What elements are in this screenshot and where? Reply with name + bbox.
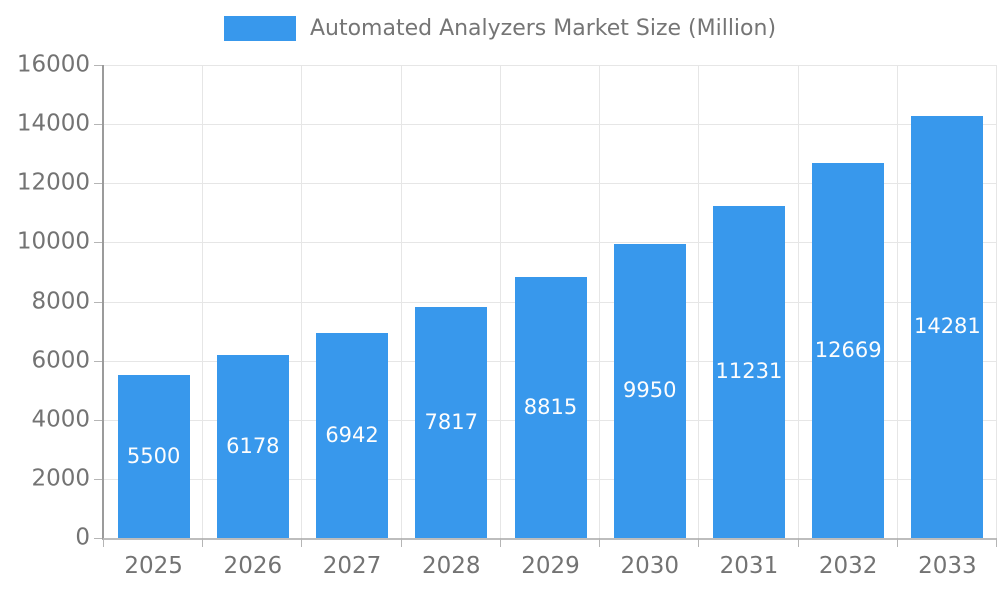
x-axis-tick: [202, 538, 204, 547]
bar-2032[interactable]: 12669: [812, 163, 885, 538]
bar-2026[interactable]: 6178: [216, 355, 289, 538]
bar-2027[interactable]: 6942: [316, 332, 389, 538]
y-axis-tick-label: 12000: [16, 169, 90, 196]
bar-value-label: 11231: [715, 359, 783, 384]
v-gridline: [698, 65, 700, 538]
bar-2031[interactable]: 11231: [712, 205, 785, 538]
h-gridline: [104, 183, 997, 185]
y-axis-tick: [94, 183, 102, 185]
v-gridline: [996, 65, 997, 538]
x-axis-tick: [599, 538, 601, 547]
y-axis-tick: [94, 124, 102, 126]
x-axis-tick: [499, 538, 501, 547]
bar-value-label: 5500: [126, 444, 181, 469]
x-axis-tick: [301, 538, 303, 547]
bar-2030[interactable]: 9950: [613, 243, 686, 538]
v-gridline: [400, 65, 402, 538]
y-axis-tick: [94, 301, 102, 303]
x-axis-tick: [996, 538, 997, 547]
y-axis-tick-label: 8000: [31, 288, 90, 314]
x-axis-tick: [797, 538, 799, 547]
x-axis-tick-label: 2032: [818, 553, 878, 579]
y-axis-tick-label: 4000: [31, 406, 90, 433]
h-gridline: [104, 124, 997, 126]
bar-value-label: 9950: [622, 378, 677, 403]
x-axis-tick: [896, 538, 898, 547]
y-axis-tick-label: 10000: [16, 228, 90, 255]
x-axis-tick-label: 2027: [322, 553, 382, 579]
y-axis-tick: [94, 478, 102, 480]
x-axis-tick: [103, 538, 104, 547]
x-axis-tick-label: 2031: [719, 553, 779, 579]
y-axis-tick: [94, 65, 102, 66]
y-axis-tick: [94, 360, 102, 362]
x-axis-tick-label: 2028: [421, 553, 481, 579]
h-gridline: [104, 242, 997, 244]
legend-swatch-icon: [223, 16, 296, 41]
h-gridline: [104, 65, 997, 66]
x-axis-tick-label: 2029: [521, 553, 580, 579]
bar-value-label: 14281: [913, 314, 981, 339]
v-gridline: [301, 65, 303, 538]
bar-2029[interactable]: 8815: [514, 277, 587, 538]
bar-value-label: 6178: [226, 434, 280, 459]
v-gridline: [499, 65, 501, 538]
x-axis-tick: [400, 538, 402, 547]
y-axis-tick-label: 14000: [16, 110, 90, 137]
legend-label: Automated Analyzers Market Size (Million…: [309, 16, 777, 41]
bar-value-label: 8815: [523, 395, 578, 420]
y-axis-tick-label: 6000: [31, 347, 90, 374]
bar-value-label: 7817: [424, 409, 478, 434]
v-gridline: [896, 65, 898, 538]
v-gridline: [797, 65, 799, 538]
x-axis-tick-label: 2026: [223, 553, 283, 579]
y-axis-tick-label: 0: [75, 524, 90, 551]
bar-2033[interactable]: 14281: [911, 115, 984, 538]
y-axis-tick-label: 2000: [31, 465, 90, 492]
x-axis-tick-label: 2030: [620, 553, 679, 579]
bar-value-label: 6942: [325, 422, 379, 447]
x-axis-tick: [698, 538, 700, 547]
bar-2025[interactable]: 5500: [117, 375, 190, 538]
bar-2028[interactable]: 7817: [415, 306, 488, 538]
x-axis-tick-label: 2033: [918, 553, 977, 579]
bar-value-label: 12669: [814, 338, 882, 363]
x-axis-tick-label: 2025: [124, 553, 183, 579]
y-axis-tick: [94, 419, 102, 421]
y-axis-tick-label: 16000: [16, 51, 90, 78]
plot-area: 0 2000 4000 6000 8000 10000 12000 14000 16000 550…: [17, 53, 997, 578]
y-axis-tick: [94, 538, 102, 539]
v-gridline: [599, 65, 601, 538]
chart-legend[interactable]: Automated Analyzers Market Size (Million…: [0, 16, 1000, 41]
y-axis-tick: [94, 242, 102, 244]
v-gridline: [202, 65, 204, 538]
